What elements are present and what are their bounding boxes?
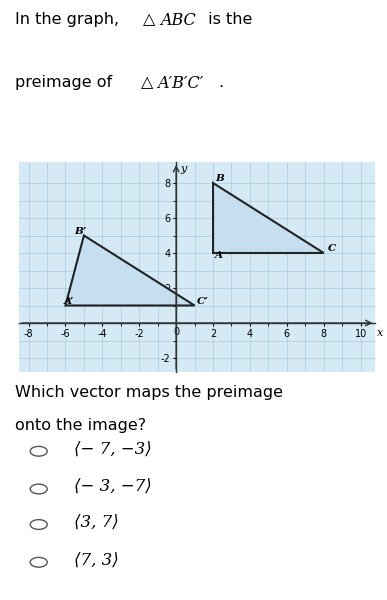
Text: In the graph,: In the graph, — [15, 13, 125, 28]
Text: y: y — [181, 164, 187, 174]
Text: B: B — [215, 174, 224, 183]
Polygon shape — [65, 235, 195, 305]
Text: is the: is the — [203, 13, 253, 28]
Text: △: △ — [143, 13, 156, 28]
Text: ⟨− 3, −7⟩: ⟨− 3, −7⟩ — [74, 479, 151, 496]
Text: A′B′C′: A′B′C′ — [157, 75, 203, 92]
Text: ABC: ABC — [161, 13, 196, 29]
Text: .: . — [219, 75, 224, 90]
Text: A’: A’ — [63, 297, 74, 306]
Text: 0: 0 — [173, 328, 179, 337]
Text: B’: B’ — [75, 227, 87, 236]
Text: preimage of: preimage of — [15, 75, 118, 90]
Text: C’: C’ — [197, 297, 208, 306]
Text: ⟨− 7, −3⟩: ⟨− 7, −3⟩ — [74, 441, 151, 458]
Text: x: x — [377, 328, 384, 338]
Polygon shape — [213, 183, 324, 253]
Text: C: C — [327, 244, 336, 253]
Text: A: A — [215, 251, 223, 260]
Text: Which vector maps the preimage: Which vector maps the preimage — [15, 385, 284, 400]
Text: ⟨7, 3⟩: ⟨7, 3⟩ — [74, 552, 118, 569]
Text: ⟨3, 7⟩: ⟨3, 7⟩ — [74, 515, 118, 532]
Text: △: △ — [141, 75, 154, 90]
Text: onto the image?: onto the image? — [15, 418, 147, 433]
